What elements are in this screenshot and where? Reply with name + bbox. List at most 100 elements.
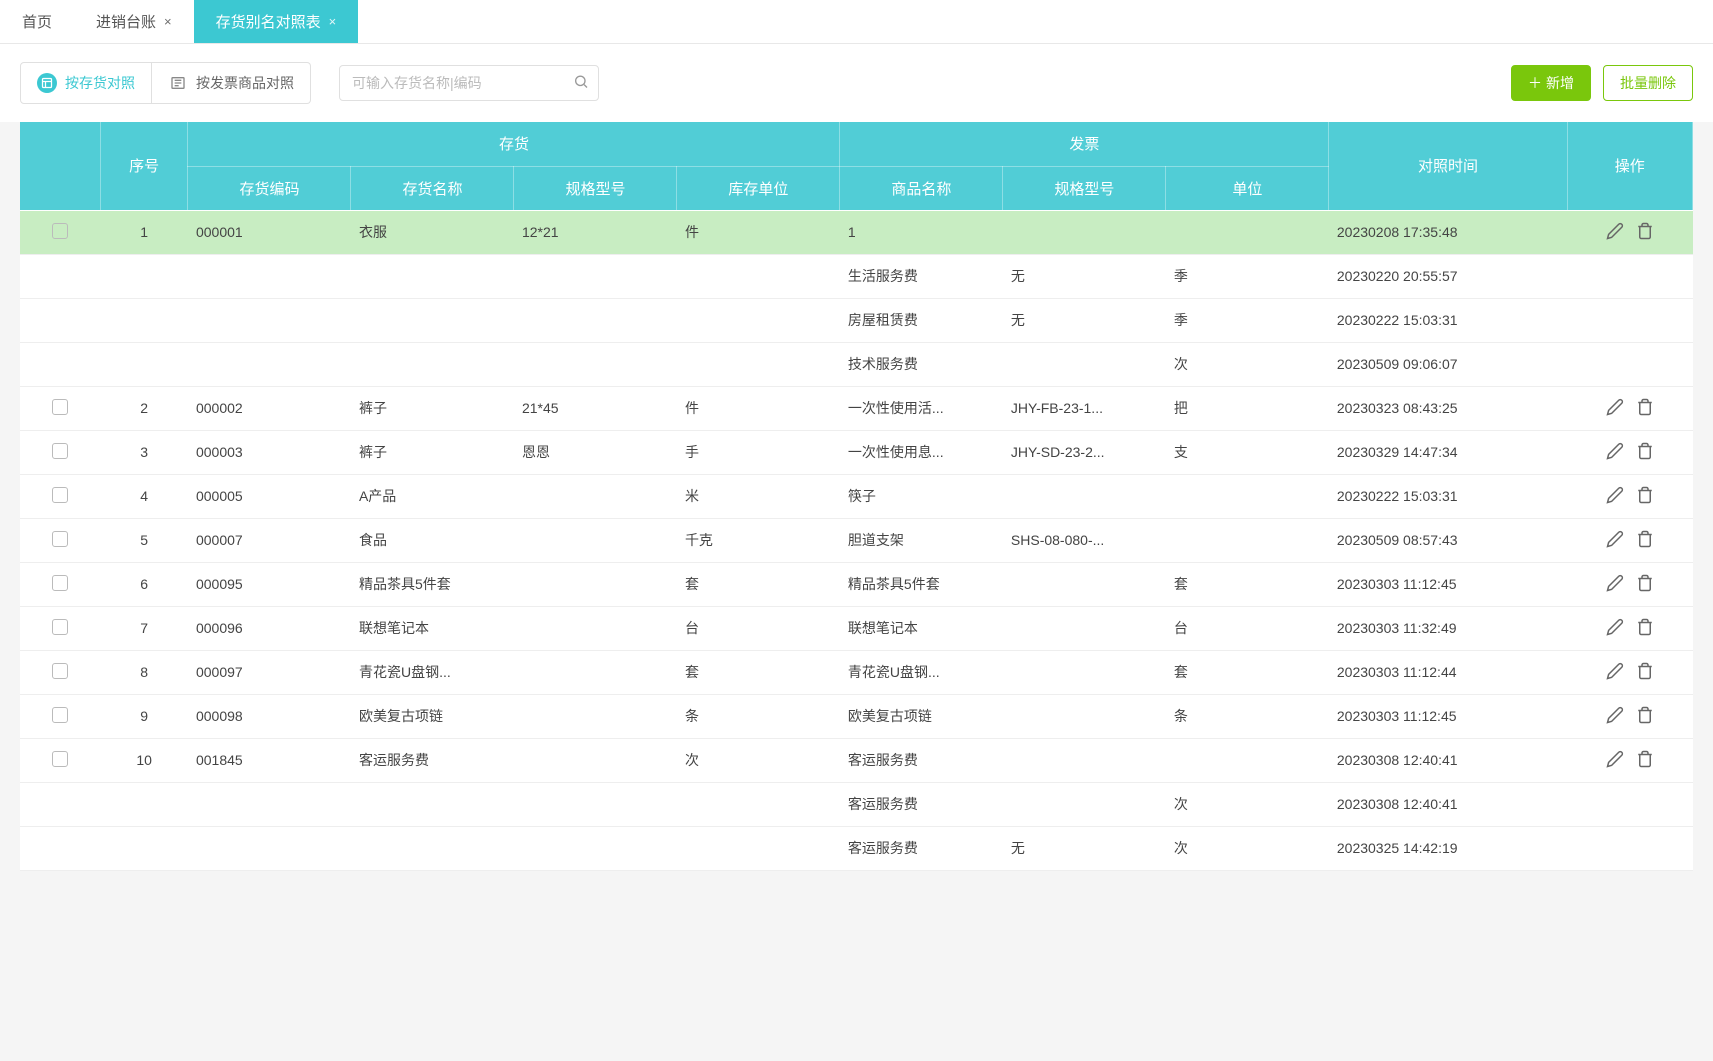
tab-alias[interactable]: 存货别名对照表 × [194,0,359,43]
table-row: 7000096联想笔记本台联想笔记本台20230303 11:32:49 [20,606,1693,650]
edit-icon[interactable] [1606,750,1624,771]
invoice-icon [168,73,188,93]
cell-code [188,342,351,386]
row-checkbox[interactable] [52,443,68,459]
tab-ledger[interactable]: 进销台账 × [74,0,194,43]
alias-table: 序号 存货 发票 对照时间 操作 存货编码 存货名称 规格型号 库存单位 商品名… [20,122,1693,871]
row-checkbox[interactable] [52,487,68,503]
cell-name [351,298,514,342]
edit-icon[interactable] [1606,398,1624,419]
batch-delete-button[interactable]: 批量删除 [1603,65,1693,101]
delete-icon[interactable] [1636,618,1654,639]
close-icon[interactable]: × [329,14,337,29]
table-row: 4000005A产品米筷子20230222 15:03:31 [20,474,1693,518]
cell-time: 20230308 12:40:41 [1329,782,1567,826]
cell-name [351,826,514,870]
cell-unit: 件 [677,210,840,254]
cell-time: 20230303 11:12:44 [1329,650,1567,694]
edit-icon[interactable] [1606,442,1624,463]
cell-checkbox [20,650,100,694]
cell-checkbox [20,210,100,254]
cell-seq: 4 [100,474,188,518]
table-row: 5000007食品千克胆道支架SHS-08-080-...20230509 08… [20,518,1693,562]
row-checkbox[interactable] [52,751,68,767]
cell-ops [1567,738,1692,782]
row-checkbox[interactable] [52,663,68,679]
cell-spec: 21*45 [514,386,677,430]
cell-checkbox [20,474,100,518]
cell-code: 000003 [188,430,351,474]
cell-unit [677,298,840,342]
cell-pname: 欧美复古项链 [840,694,1003,738]
delete-icon[interactable] [1636,530,1654,551]
cell-checkbox [20,738,100,782]
subtab-by-invoice-label: 按发票商品对照 [196,73,294,93]
cell-punit: 支 [1166,430,1329,474]
row-checkbox[interactable] [52,707,68,723]
cell-ops [1567,210,1692,254]
batch-delete-label: 批量删除 [1620,73,1676,93]
th-punit: 单位 [1166,166,1329,210]
cell-unit: 台 [677,606,840,650]
cell-punit: 套 [1166,562,1329,606]
th-pname: 商品名称 [840,166,1003,210]
subtab-by-inventory[interactable]: 按存货对照 [20,62,152,104]
edit-icon[interactable] [1606,706,1624,727]
cell-spec: 12*21 [514,210,677,254]
th-unit: 库存单位 [677,166,840,210]
cell-checkbox [20,826,100,870]
subtab-by-invoice[interactable]: 按发票商品对照 [152,62,311,104]
row-checkbox[interactable] [52,399,68,415]
cell-pspec [1003,562,1166,606]
edit-icon[interactable] [1606,662,1624,683]
cell-name: 裤子 [351,386,514,430]
cell-pspec [1003,474,1166,518]
row-checkbox[interactable] [52,619,68,635]
tab-alias-label: 存货别名对照表 [216,11,321,32]
cell-pspec [1003,606,1166,650]
add-button[interactable]: ＋ 新增 [1511,65,1591,101]
cell-ops [1567,782,1692,826]
cell-seq [100,782,188,826]
cell-time: 20230323 08:43:25 [1329,386,1567,430]
cell-pspec: JHY-FB-23-1... [1003,386,1166,430]
cell-checkbox [20,562,100,606]
row-checkbox[interactable] [52,531,68,547]
edit-icon[interactable] [1606,486,1624,507]
close-icon[interactable]: × [164,14,172,29]
cell-seq: 3 [100,430,188,474]
delete-icon[interactable] [1636,750,1654,771]
search-icon[interactable] [573,74,589,93]
cell-pname: 技术服务费 [840,342,1003,386]
edit-icon[interactable] [1606,530,1624,551]
cell-spec [514,782,677,826]
delete-icon[interactable] [1636,706,1654,727]
cell-pspec: 无 [1003,254,1166,298]
edit-icon[interactable] [1606,222,1624,243]
cell-checkbox [20,254,100,298]
th-code: 存货编码 [188,166,351,210]
cell-unit: 千克 [677,518,840,562]
cell-spec [514,254,677,298]
tab-home[interactable]: 首页 [0,0,74,43]
row-checkbox[interactable] [52,575,68,591]
delete-icon[interactable] [1636,574,1654,595]
search-input[interactable] [339,65,599,101]
delete-icon[interactable] [1636,486,1654,507]
cell-code: 000097 [188,650,351,694]
cell-name: 精品茶具5件套 [351,562,514,606]
cell-pspec: JHY-SD-23-2... [1003,430,1166,474]
delete-icon[interactable] [1636,398,1654,419]
delete-icon[interactable] [1636,442,1654,463]
th-spec: 规格型号 [514,166,677,210]
cell-spec [514,650,677,694]
row-checkbox[interactable] [52,223,68,239]
cell-time: 20230303 11:32:49 [1329,606,1567,650]
edit-icon[interactable] [1606,574,1624,595]
subtab-by-inventory-label: 按存货对照 [65,73,135,93]
toolbar: 按存货对照 按发票商品对照 ＋ 新增 批量删除 [0,44,1713,122]
edit-icon[interactable] [1606,618,1624,639]
cell-name: 青花瓷U盘钢... [351,650,514,694]
delete-icon[interactable] [1636,662,1654,683]
delete-icon[interactable] [1636,222,1654,243]
